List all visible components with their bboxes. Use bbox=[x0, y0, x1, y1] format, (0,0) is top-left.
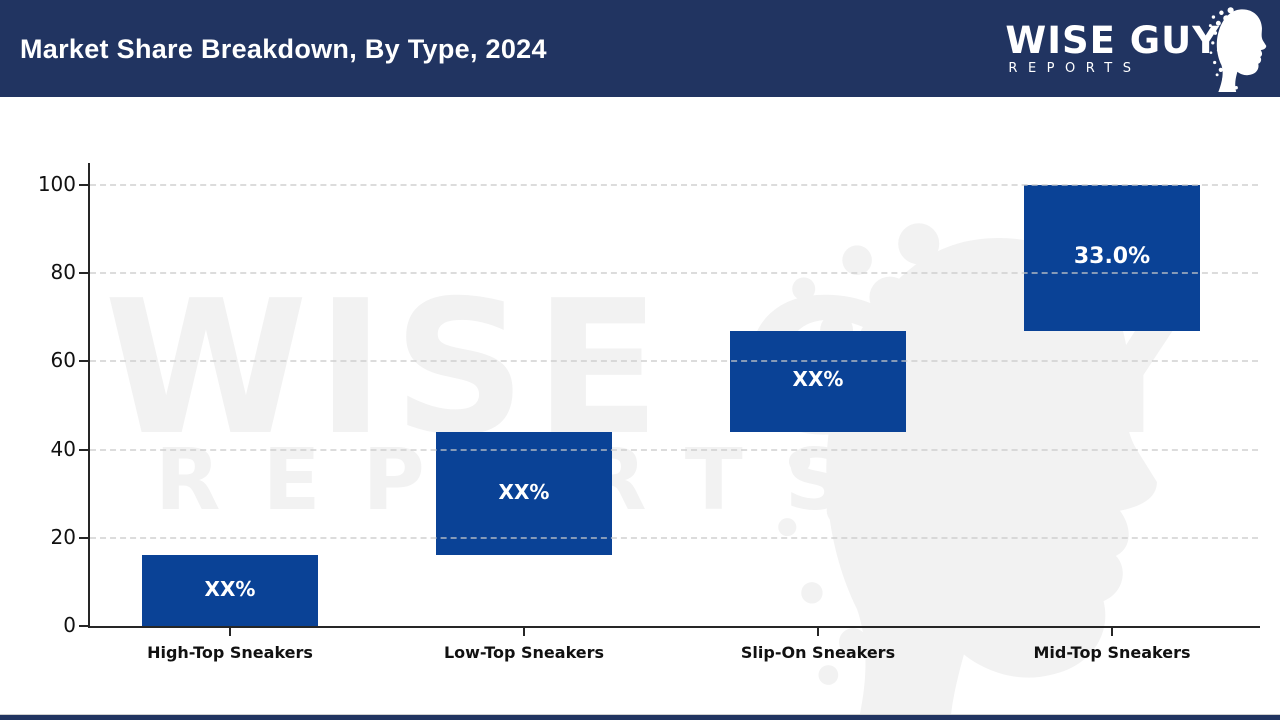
chart-region: WISE GUY REPORTS XX%XX%XX%33.0%020406080… bbox=[0, 97, 1280, 714]
y-tick-label: 20 bbox=[50, 524, 76, 549]
gridline bbox=[90, 360, 1258, 363]
y-tick-label: 100 bbox=[37, 172, 76, 196]
y-tick bbox=[79, 625, 88, 627]
y-axis-spine bbox=[88, 163, 90, 628]
wise-guy-logo: WISE GUY REPORTS bbox=[1005, 6, 1272, 92]
gridline bbox=[90, 448, 1258, 451]
waterfall-chart: XX% XX% XX% 33.0% 0 20 40 60 80 100 High-Top Sneak… bbox=[0, 97, 1280, 714]
bar-value-label: 33.0% bbox=[1073, 243, 1151, 269]
gridline bbox=[90, 184, 1258, 186]
footer-bar bbox=[0, 714, 1280, 720]
y-tick bbox=[79, 536, 88, 539]
page-title: Market Share Breakdown, By Type, 2024 bbox=[20, 34, 547, 64]
x-tick bbox=[1111, 628, 1113, 636]
y-tick-label: 60 bbox=[50, 348, 76, 373]
y-tick-label: 40 bbox=[50, 436, 76, 461]
bar-value-label: XX% bbox=[792, 367, 844, 392]
x-tick bbox=[229, 628, 231, 636]
x-tick bbox=[523, 628, 525, 636]
gridline bbox=[90, 536, 1258, 539]
category-label: Slip-On Sneakers bbox=[740, 643, 896, 662]
category-label: Mid-Top Sneakers bbox=[1033, 643, 1191, 662]
y-tick bbox=[79, 184, 88, 186]
x-axis-spine bbox=[88, 626, 1260, 628]
category-label: High-Top Sneakers bbox=[147, 643, 313, 662]
logo-text: WISE GUY REPORTS bbox=[1005, 18, 1220, 77]
bar-segment bbox=[730, 330, 906, 432]
category-label: Low-Top Sneakers bbox=[443, 643, 605, 662]
y-tick bbox=[79, 272, 88, 275]
x-tick bbox=[817, 628, 819, 636]
y-tick bbox=[79, 448, 88, 451]
bar-segment bbox=[436, 431, 612, 556]
header: Market Share Breakdown, By Type, 2024 WI… bbox=[0, 0, 1280, 97]
bar-segment bbox=[142, 555, 318, 626]
y-tick-label: 80 bbox=[50, 260, 76, 285]
y-tick bbox=[79, 360, 88, 363]
y-tick-label: 0 bbox=[63, 613, 76, 637]
logo-subtext: REPORTS bbox=[1008, 61, 1142, 77]
logo-wordmark: WISE GUY bbox=[1005, 18, 1220, 62]
bar-value-label: XX% bbox=[498, 479, 550, 504]
bar-segment bbox=[1024, 185, 1200, 331]
gridline bbox=[90, 272, 1258, 275]
bar-value-label: XX% bbox=[204, 576, 256, 601]
